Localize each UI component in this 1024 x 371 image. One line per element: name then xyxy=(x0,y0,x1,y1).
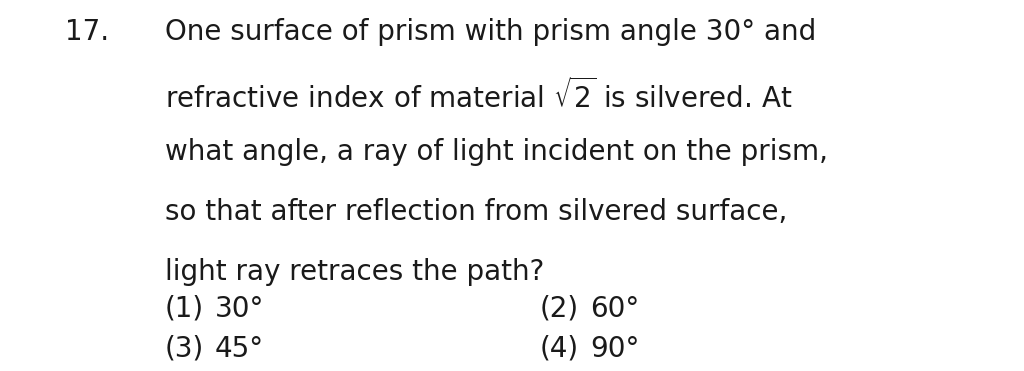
Text: One surface of prism with prism angle 30° and: One surface of prism with prism angle 30… xyxy=(165,18,816,46)
Text: (2): (2) xyxy=(540,295,580,323)
Text: (4): (4) xyxy=(540,335,580,363)
Text: (1): (1) xyxy=(165,295,204,323)
Text: refractive index of material $\sqrt{2}$ is silvered. At: refractive index of material $\sqrt{2}$ … xyxy=(165,78,793,114)
Text: light ray retraces the path?: light ray retraces the path? xyxy=(165,258,545,286)
Text: (3): (3) xyxy=(165,335,204,363)
Text: 60°: 60° xyxy=(590,295,639,323)
Text: 45°: 45° xyxy=(215,335,264,363)
Text: 30°: 30° xyxy=(215,295,264,323)
Text: 90°: 90° xyxy=(590,335,639,363)
Text: so that after reflection from silvered surface,: so that after reflection from silvered s… xyxy=(165,198,787,226)
Text: what angle, a ray of light incident on the prism,: what angle, a ray of light incident on t… xyxy=(165,138,828,166)
Text: 17.: 17. xyxy=(65,18,110,46)
